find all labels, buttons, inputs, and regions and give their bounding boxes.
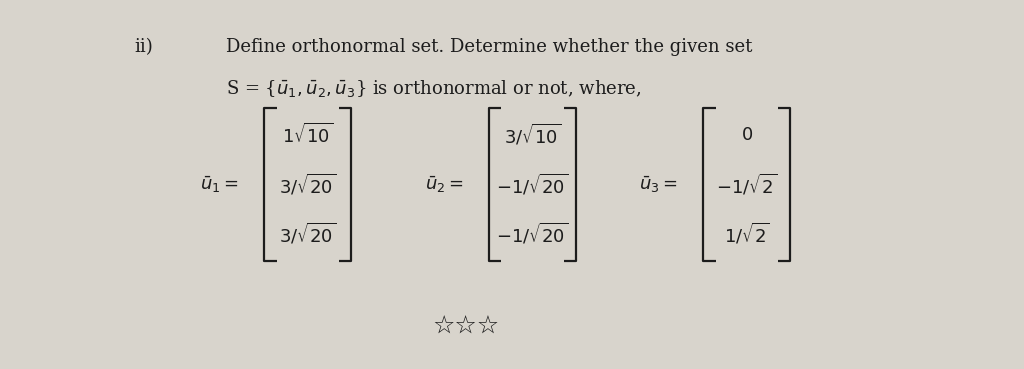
Text: $3/\sqrt{20}$: $3/\sqrt{20}$ [280, 172, 337, 197]
Text: $1\sqrt{10}$: $1\sqrt{10}$ [282, 123, 334, 147]
Text: ii): ii) [134, 38, 153, 56]
Text: ☆☆☆: ☆☆☆ [432, 314, 500, 338]
Text: $-1/\sqrt{20}$: $-1/\sqrt{20}$ [497, 221, 568, 246]
Text: $3/\sqrt{10}$: $3/\sqrt{10}$ [504, 123, 561, 148]
Text: $-1/\sqrt{2}$: $-1/\sqrt{2}$ [717, 172, 777, 197]
Text: $\bar{u}_3 =$: $\bar{u}_3 =$ [639, 174, 678, 195]
Text: $1/\sqrt{2}$: $1/\sqrt{2}$ [724, 221, 770, 246]
Text: $0$: $0$ [740, 126, 753, 144]
Text: $\bar{u}_2 =$: $\bar{u}_2 =$ [425, 174, 464, 195]
Text: $\bar{u}_1 =$: $\bar{u}_1 =$ [200, 174, 239, 195]
Text: S = {$\bar{u}_1, \bar{u}_2, \bar{u}_3$} is orthonormal or not, where,: S = {$\bar{u}_1, \bar{u}_2, \bar{u}_3$} … [226, 78, 642, 99]
Text: $3/\sqrt{20}$: $3/\sqrt{20}$ [280, 221, 337, 246]
Text: Define orthonormal set. Determine whether the given set: Define orthonormal set. Determine whethe… [226, 38, 753, 56]
Text: $-1/\sqrt{20}$: $-1/\sqrt{20}$ [497, 172, 568, 197]
